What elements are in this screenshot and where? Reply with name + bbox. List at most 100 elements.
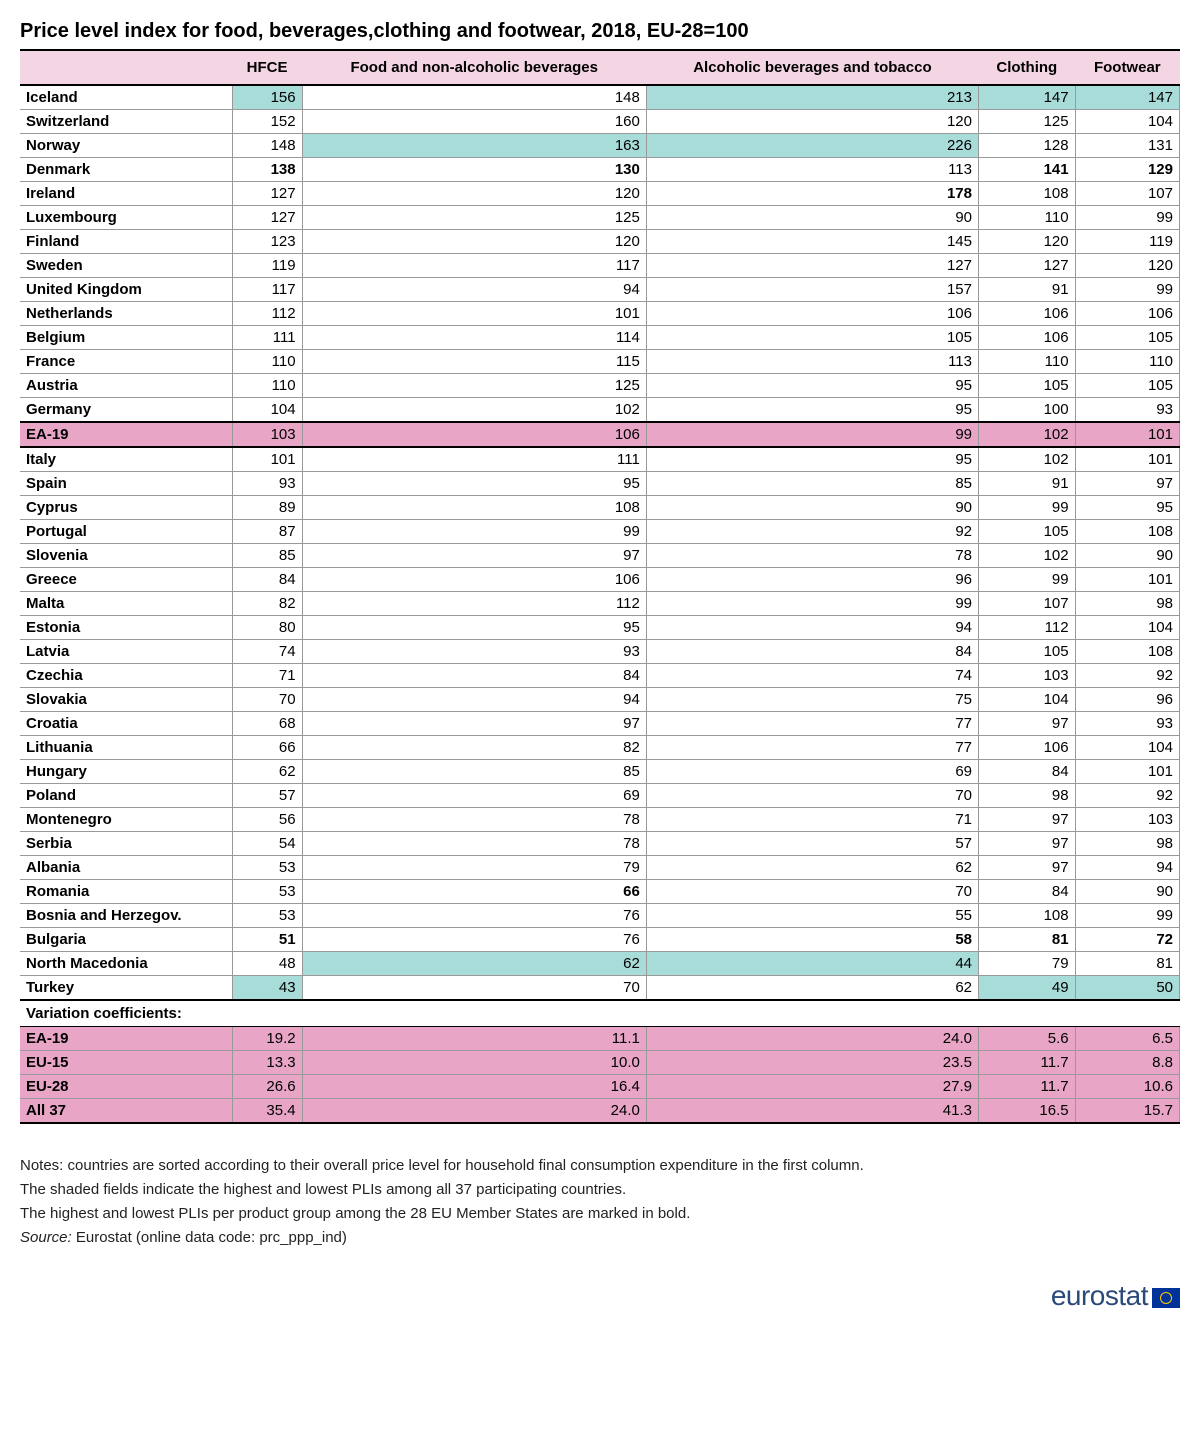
value-cell: 152 [232, 110, 302, 134]
value-cell: 80 [232, 616, 302, 640]
value-cell: 92 [1075, 664, 1179, 688]
value-cell: 113 [646, 158, 978, 182]
country-name: EA-19 [20, 422, 232, 447]
value-cell: 105 [979, 640, 1076, 664]
value-cell: 98 [1075, 592, 1179, 616]
country-name: Czechia [20, 664, 232, 688]
value-cell: 58 [646, 928, 978, 952]
value-cell: 141 [979, 158, 1076, 182]
country-name: Montenegro [20, 808, 232, 832]
value-cell: 97 [979, 808, 1076, 832]
value-cell: 99 [979, 496, 1076, 520]
table-row: Sweden119117127127120 [20, 254, 1180, 278]
country-name: Malta [20, 592, 232, 616]
value-cell: 226 [646, 134, 978, 158]
table-row: Iceland156148213147147 [20, 85, 1180, 110]
value-cell: 89 [232, 496, 302, 520]
country-name: Albania [20, 856, 232, 880]
value-cell: 70 [646, 784, 978, 808]
value-cell: 104 [1075, 736, 1179, 760]
value-cell: 101 [1075, 422, 1179, 447]
value-cell: 95 [302, 616, 646, 640]
value-cell: 105 [646, 326, 978, 350]
value-cell: 125 [979, 110, 1076, 134]
table-row: Serbia5478579798 [20, 832, 1180, 856]
table-row: Albania5379629794 [20, 856, 1180, 880]
table-row: Greece841069699101 [20, 568, 1180, 592]
value-cell: 101 [1075, 568, 1179, 592]
country-name: Germany [20, 398, 232, 423]
value-cell: 95 [646, 374, 978, 398]
table-row: Cyprus89108909995 [20, 496, 1180, 520]
value-cell: 105 [979, 520, 1076, 544]
value-cell: 62 [646, 976, 978, 1001]
value-cell: 43 [232, 976, 302, 1001]
value-cell: 95 [646, 447, 978, 472]
value-cell: 127 [646, 254, 978, 278]
note-line-2: The shaded fields indicate the highest a… [20, 1178, 1180, 1202]
value-cell: 90 [646, 496, 978, 520]
value-cell: 98 [979, 784, 1076, 808]
value-cell: 82 [302, 736, 646, 760]
value-cell: 99 [1075, 904, 1179, 928]
table-row: Luxembourg1271259011099 [20, 206, 1180, 230]
header-footwear: Footwear [1075, 50, 1179, 85]
value-cell: 106 [979, 302, 1076, 326]
value-cell: 72 [1075, 928, 1179, 952]
country-name: Greece [20, 568, 232, 592]
table-row: Switzerland152160120125104 [20, 110, 1180, 134]
value-cell: 94 [302, 278, 646, 302]
value-cell: 74 [232, 640, 302, 664]
value-cell: 111 [232, 326, 302, 350]
country-name: Norway [20, 134, 232, 158]
table-row: All 3735.424.041.316.515.7 [20, 1099, 1180, 1124]
value-cell: 50 [1075, 976, 1179, 1001]
country-name: Spain [20, 472, 232, 496]
table-row: Netherlands112101106106106 [20, 302, 1180, 326]
value-cell: 148 [302, 85, 646, 110]
header-row: HFCE Food and non-alcoholic beverages Al… [20, 50, 1180, 85]
value-cell: 24.0 [302, 1099, 646, 1124]
value-cell: 84 [979, 760, 1076, 784]
table-row: Bosnia and Herzegov.53765510899 [20, 904, 1180, 928]
table-row: Slovenia85977810290 [20, 544, 1180, 568]
value-cell: 24.0 [646, 1027, 978, 1051]
value-cell: 102 [979, 422, 1076, 447]
value-cell: 35.4 [232, 1099, 302, 1124]
value-cell: 130 [302, 158, 646, 182]
table-row: France110115113110110 [20, 350, 1180, 374]
source-text: Eurostat (online data code: prc_ppp_ind) [76, 1229, 347, 1246]
value-cell: 57 [646, 832, 978, 856]
value-cell: 62 [302, 952, 646, 976]
value-cell: 106 [979, 736, 1076, 760]
header-clothing: Clothing [979, 50, 1076, 85]
value-cell: 108 [1075, 520, 1179, 544]
notes-block: Notes: countries are sorted according to… [20, 1154, 1180, 1250]
value-cell: 148 [232, 134, 302, 158]
country-name: Finland [20, 230, 232, 254]
value-cell: 97 [302, 544, 646, 568]
value-cell: 57 [232, 784, 302, 808]
value-cell: 106 [302, 568, 646, 592]
value-cell: 120 [646, 110, 978, 134]
value-cell: 10.6 [1075, 1075, 1179, 1099]
value-cell: 53 [232, 880, 302, 904]
value-cell: 71 [232, 664, 302, 688]
value-cell: 101 [232, 447, 302, 472]
value-cell: 120 [979, 230, 1076, 254]
value-cell: 77 [646, 736, 978, 760]
table-row: Denmark138130113141129 [20, 158, 1180, 182]
value-cell: 53 [232, 856, 302, 880]
value-cell: 129 [1075, 158, 1179, 182]
value-cell: 108 [979, 182, 1076, 206]
value-cell: 75 [646, 688, 978, 712]
value-cell: 138 [232, 158, 302, 182]
value-cell: 84 [979, 880, 1076, 904]
value-cell: 84 [232, 568, 302, 592]
value-cell: 11.7 [979, 1051, 1076, 1075]
value-cell: 97 [302, 712, 646, 736]
table-row: Ireland127120178108107 [20, 182, 1180, 206]
table-row: United Kingdom117941579199 [20, 278, 1180, 302]
value-cell: 5.6 [979, 1027, 1076, 1051]
value-cell: 84 [302, 664, 646, 688]
